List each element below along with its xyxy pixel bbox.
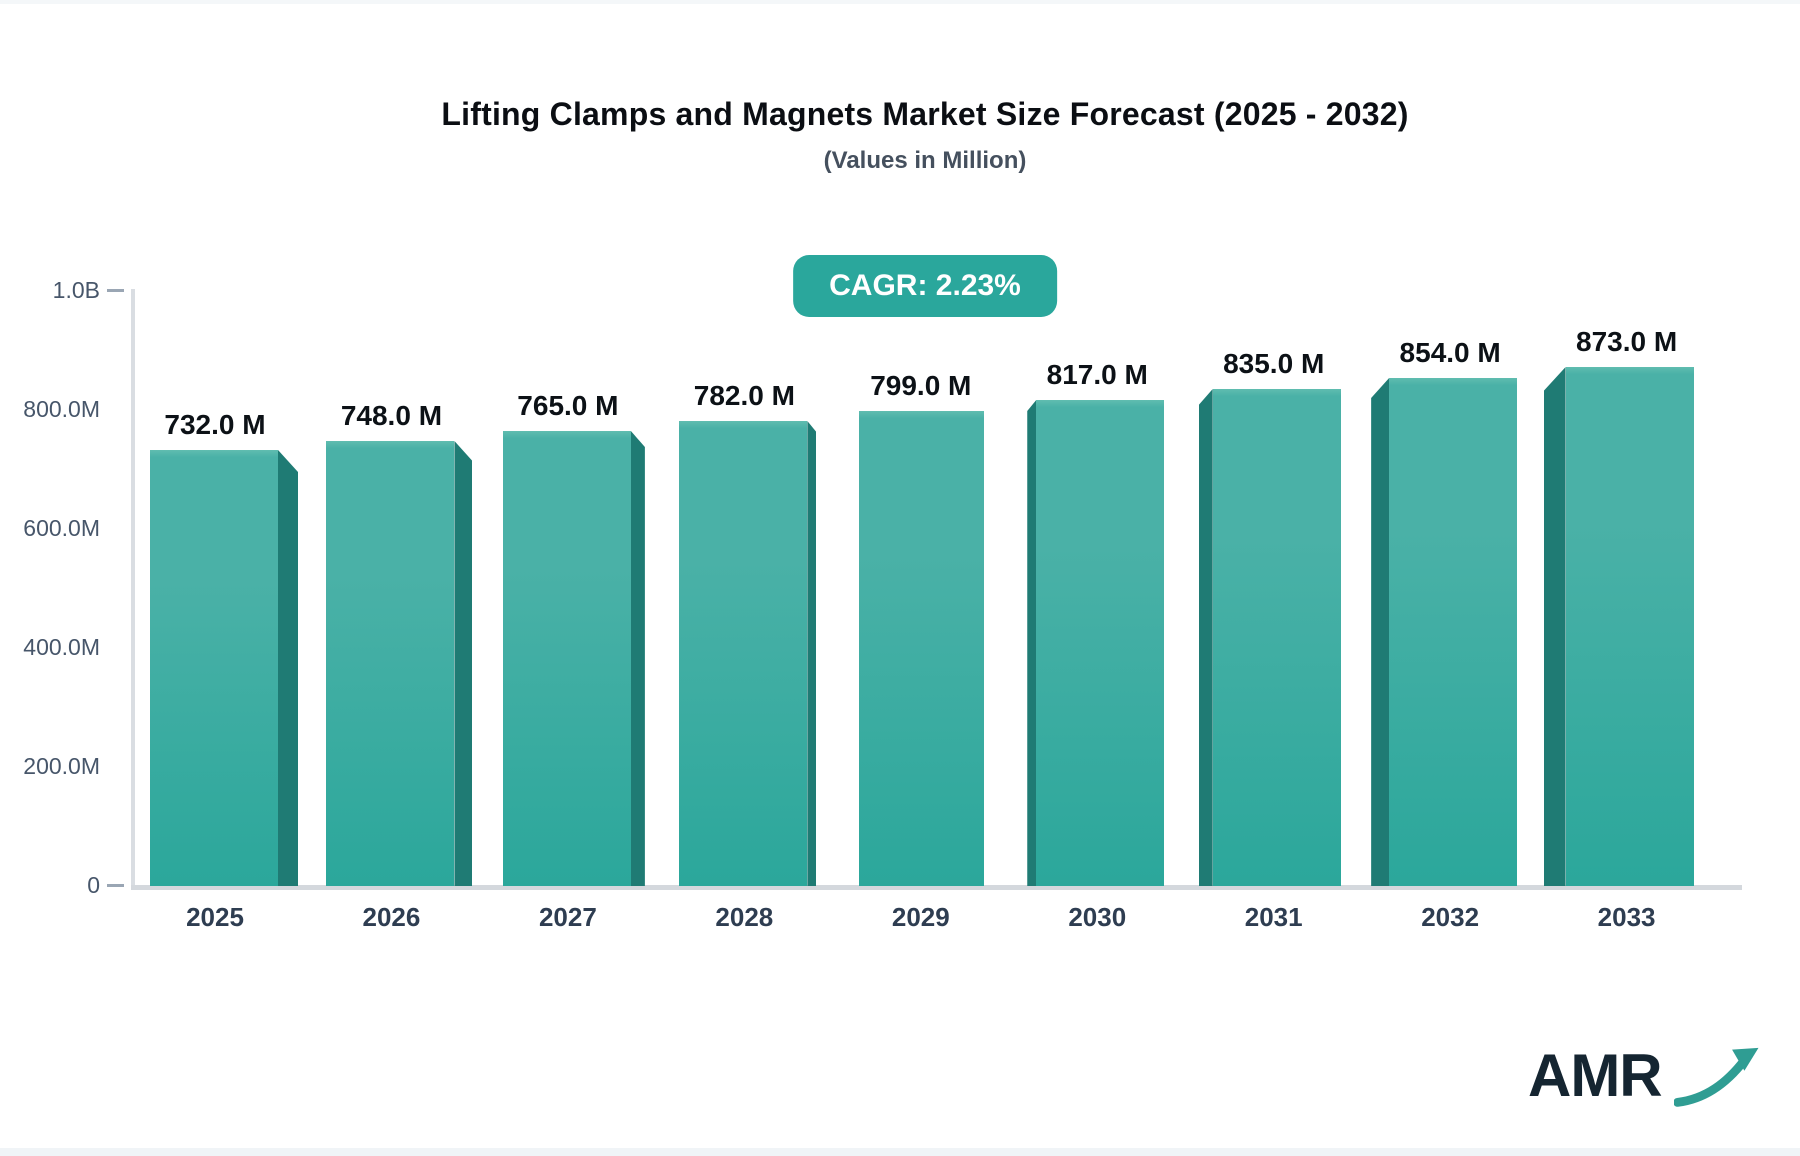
bar-side-face — [1027, 400, 1037, 886]
bar-side-face — [807, 421, 817, 886]
bar-face — [502, 431, 631, 886]
y-tick-label: 0 — [87, 872, 100, 898]
chart-header: Lifting Clamps and Magnets Market Size F… — [25, 0, 1800, 175]
bar-side-face — [1543, 367, 1566, 886]
y-tick-label: 600.0M — [23, 515, 100, 541]
chart-subtitle: (Values in Million) — [823, 147, 1027, 174]
bar-value-label: 799.0 M — [870, 370, 972, 401]
page-bottom-border — [0, 1148, 1800, 1156]
amr-logo-text: AMR — [1528, 1042, 1663, 1109]
bar-side-face — [454, 441, 473, 886]
bar-face — [150, 450, 278, 886]
bar-face — [1036, 400, 1165, 886]
bar-side-face — [1198, 389, 1213, 886]
bar-value-label: 765.0 M — [517, 390, 619, 421]
x-tick-label: 2026 — [362, 902, 421, 932]
bar-face — [858, 411, 984, 886]
amr-logo: AMR — [1528, 1036, 1759, 1120]
y-tick-label: 200.0M — [23, 753, 100, 779]
bar-face — [326, 441, 455, 886]
y-tick-label: 400.0M — [23, 634, 100, 660]
growth-arrow-icon — [1674, 1047, 1759, 1107]
page-top-border — [0, 0, 1800, 4]
bar-value-label: 782.0 M — [693, 380, 795, 411]
x-tick-label: 2029 — [891, 902, 950, 932]
bar-value-label: 732.0 M — [164, 409, 266, 440]
bar-value-label: 817.0 M — [1046, 359, 1148, 390]
bar-face — [1389, 378, 1518, 886]
bar-side-face — [630, 431, 645, 886]
bar-value-label: 748.0 M — [340, 400, 443, 431]
x-axis-baseline — [131, 885, 1742, 890]
y-tick-label: 1.0B — [52, 277, 100, 303]
bar-side-face — [1371, 378, 1390, 886]
bar-value-label: 873.0 M — [1576, 326, 1678, 357]
bar-side-face — [278, 450, 298, 886]
x-tick-label: 2033 — [1597, 902, 1656, 932]
bar-face — [679, 421, 808, 886]
bar-value-label: 835.0 M — [1223, 348, 1325, 379]
bar-value-label: 854.0 M — [1399, 337, 1501, 368]
x-tick-label: 2025 — [186, 902, 244, 932]
x-tick-label: 2030 — [1068, 902, 1127, 932]
cagr-badge: CAGR: 2.23% — [793, 255, 1057, 317]
x-tick-label: 2032 — [1421, 902, 1480, 932]
y-tick-label: 800.0M — [23, 396, 100, 422]
y-axis-line — [131, 289, 135, 888]
x-tick-label: 2028 — [715, 902, 774, 932]
x-tick-label: 2027 — [538, 902, 597, 932]
y-tick-mark — [107, 289, 124, 292]
x-tick-label: 2031 — [1244, 902, 1303, 932]
bar-face — [1565, 367, 1694, 886]
chart-title: Lifting Clamps and Magnets Market Size F… — [441, 96, 1409, 132]
bar-face — [1212, 389, 1341, 886]
y-tick-mark — [107, 884, 124, 887]
